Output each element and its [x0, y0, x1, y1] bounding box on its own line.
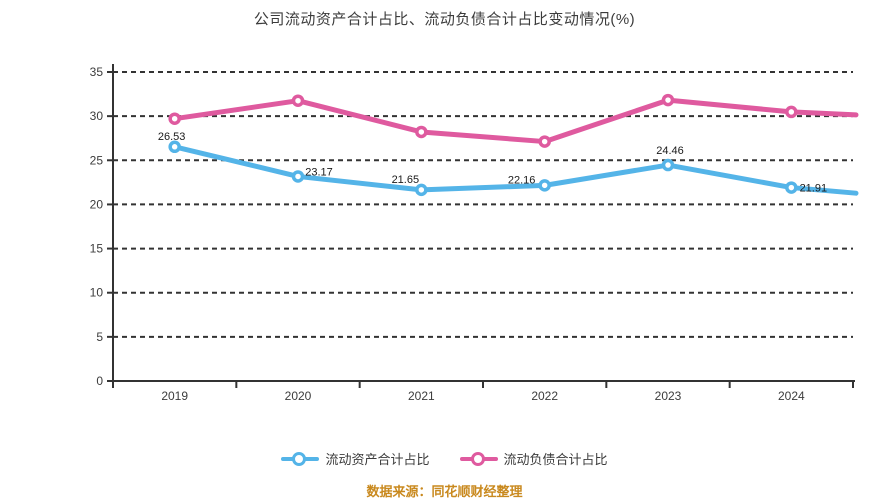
data-point-marker[interactable]	[785, 105, 798, 119]
data-point-marker[interactable]	[661, 93, 675, 107]
data-point-marker[interactable]	[291, 94, 305, 107]
data-point-marker[interactable]	[168, 112, 181, 125]
data-point-marker[interactable]	[538, 179, 551, 192]
legend-item-series-1[interactable]: 流动负债合计占比	[459, 449, 608, 468]
svg-text:20: 20	[90, 197, 104, 211]
series-1[interactable]	[168, 93, 859, 148]
y-axis-labels: 0 5 10 15 20 25 30 35	[90, 65, 113, 388]
data-point-marker[interactable]	[538, 135, 551, 148]
line-donut-marker-icon	[459, 451, 498, 466]
legend-label: 流动负债合计占比	[503, 452, 608, 467]
svg-text:10: 10	[90, 286, 104, 300]
svg-text:2021: 2021	[408, 389, 435, 403]
data-point-marker[interactable]	[415, 125, 428, 139]
svg-text:25: 25	[90, 153, 104, 167]
data-source-text: 数据来源：同花顺财经整理	[366, 484, 523, 499]
legend-item-series-0[interactable]: 流动资产合计占比	[281, 449, 430, 468]
svg-text:2022: 2022	[531, 389, 558, 403]
gridlines	[113, 71, 853, 338]
svg-text:5: 5	[96, 330, 103, 344]
data-point-label: 21.65	[392, 174, 420, 186]
line-chart-plot-area[interactable]: 0 5 10 15 20 25 30 35 2019 2020 2021 2022 2023 2024 26…	[0, 0, 889, 445]
data-point-label: 24.46	[656, 145, 684, 157]
data-point-marker[interactable]	[661, 158, 675, 172]
svg-text:15: 15	[90, 242, 104, 256]
data-point-label: 26.53	[158, 131, 186, 143]
svg-text:2019: 2019	[161, 389, 188, 403]
data-point-label: 21.91	[800, 183, 828, 195]
data-point-marker[interactable]	[291, 170, 305, 183]
data-point-marker[interactable]	[785, 181, 798, 194]
data-point-label: 22.16	[508, 174, 536, 186]
svg-text:2023: 2023	[655, 389, 682, 403]
chart-title: 公司流动资产合计占比、流动负债合计占比变动情况(%)	[253, 11, 636, 28]
data-point-marker[interactable]	[415, 183, 428, 197]
x-axis-labels: 2019 2020 2021 2022 2023 2024	[112, 381, 854, 403]
data-point-marker[interactable]	[168, 140, 181, 154]
svg-text:35: 35	[90, 65, 104, 79]
series-0[interactable]: 26.53 23.17 21.65 22.16 24.46 21.91	[158, 131, 859, 197]
legend: 流动资产合计占比 流动负债合计占比	[0, 449, 889, 468]
legend-label: 流动资产合计占比	[325, 452, 430, 467]
svg-text:0: 0	[96, 374, 103, 388]
line-donut-marker-icon	[281, 451, 320, 466]
data-point-label: 23.17	[305, 166, 333, 178]
svg-text:2024: 2024	[778, 389, 805, 403]
svg-text:30: 30	[90, 109, 104, 123]
svg-text:2020: 2020	[285, 389, 312, 403]
